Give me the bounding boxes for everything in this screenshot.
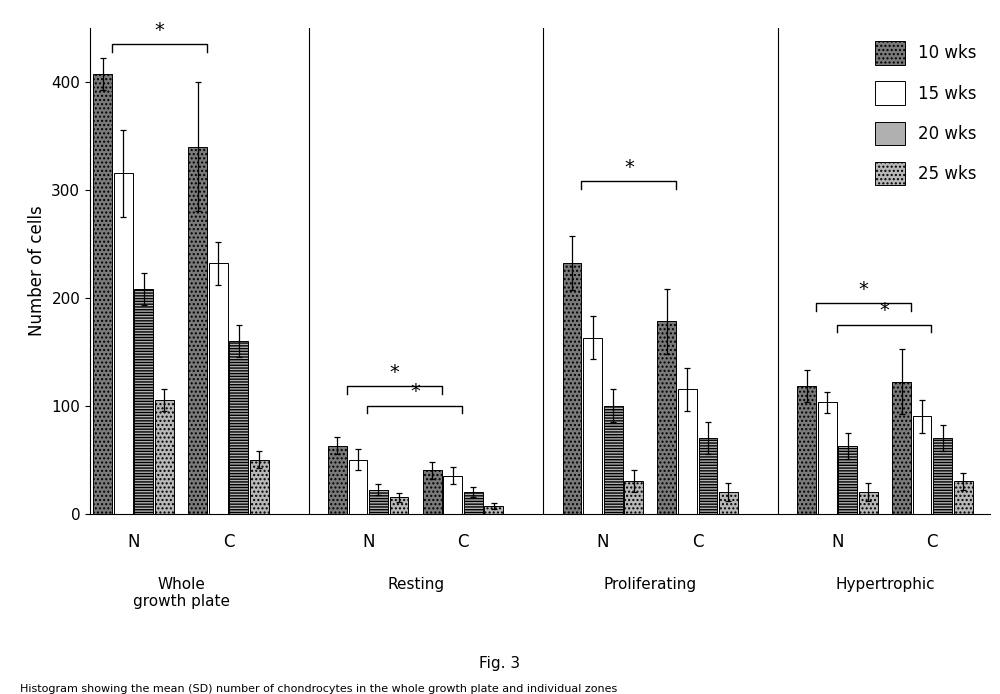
Text: *: * — [410, 382, 420, 401]
Bar — [134, 289, 153, 514]
Bar — [114, 174, 133, 514]
Bar — [699, 438, 717, 514]
Text: *: * — [389, 363, 399, 382]
Bar — [250, 459, 269, 514]
Bar — [954, 481, 973, 514]
Text: N: N — [362, 533, 374, 551]
Bar — [657, 321, 676, 514]
Legend: 10 wks, 15 wks, 20 wks, 25 wks: 10 wks, 15 wks, 20 wks, 25 wks — [870, 36, 982, 190]
Text: C: C — [457, 533, 469, 551]
Bar — [229, 341, 248, 514]
Bar — [583, 337, 602, 514]
Text: *: * — [859, 280, 868, 298]
Bar — [369, 490, 388, 514]
Text: Hypertrophic: Hypertrophic — [835, 577, 935, 592]
Bar — [390, 498, 408, 514]
Bar — [797, 386, 816, 514]
Text: N: N — [831, 533, 844, 551]
Bar — [328, 446, 347, 514]
Text: Resting: Resting — [387, 577, 444, 592]
Bar — [892, 382, 911, 514]
Text: C: C — [692, 533, 703, 551]
Text: *: * — [624, 158, 634, 177]
Bar — [155, 400, 174, 514]
Bar — [818, 403, 837, 514]
Bar — [563, 263, 581, 514]
Text: Histogram showing the mean (SD) number of chondrocytes in the whole growth plate: Histogram showing the mean (SD) number o… — [20, 684, 617, 693]
Bar — [624, 481, 643, 514]
Bar — [604, 405, 623, 514]
Bar — [423, 471, 442, 514]
Bar — [678, 389, 697, 514]
Text: C: C — [927, 533, 938, 551]
Text: N: N — [127, 533, 140, 551]
Text: Proliferating: Proliferating — [604, 577, 697, 592]
Text: *: * — [155, 21, 165, 40]
Bar — [913, 416, 931, 514]
Bar — [188, 146, 207, 514]
Bar — [209, 263, 228, 514]
Bar — [719, 492, 738, 514]
Text: N: N — [597, 533, 609, 551]
Text: Fig. 3: Fig. 3 — [479, 656, 521, 671]
Bar — [933, 438, 952, 514]
Text: C: C — [223, 533, 234, 551]
Bar — [859, 492, 878, 514]
Text: Whole
growth plate: Whole growth plate — [133, 577, 230, 609]
Y-axis label: Number of cells: Number of cells — [28, 205, 46, 336]
Bar — [93, 74, 112, 514]
Bar — [464, 492, 483, 514]
Text: *: * — [879, 301, 889, 321]
Bar — [838, 446, 857, 514]
Bar — [443, 476, 462, 514]
Bar — [349, 459, 367, 514]
Bar — [484, 506, 503, 514]
